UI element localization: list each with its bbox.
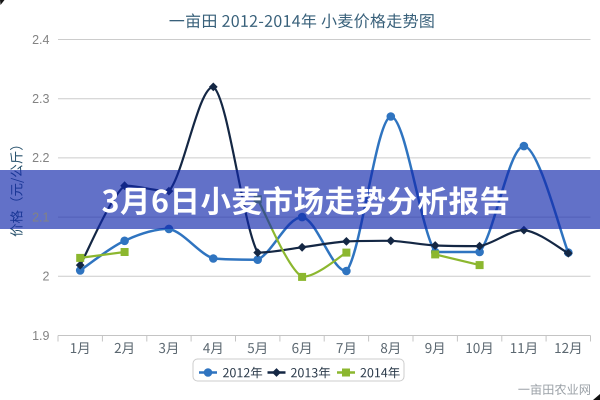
svg-text:2.3: 2.3 <box>32 92 49 106</box>
svg-text:2.4: 2.4 <box>32 33 49 47</box>
svg-text:2: 2 <box>43 270 50 284</box>
svg-text:2.1: 2.1 <box>32 210 49 224</box>
svg-text:2.2: 2.2 <box>32 151 49 165</box>
svg-text:1.9: 1.9 <box>32 329 49 343</box>
